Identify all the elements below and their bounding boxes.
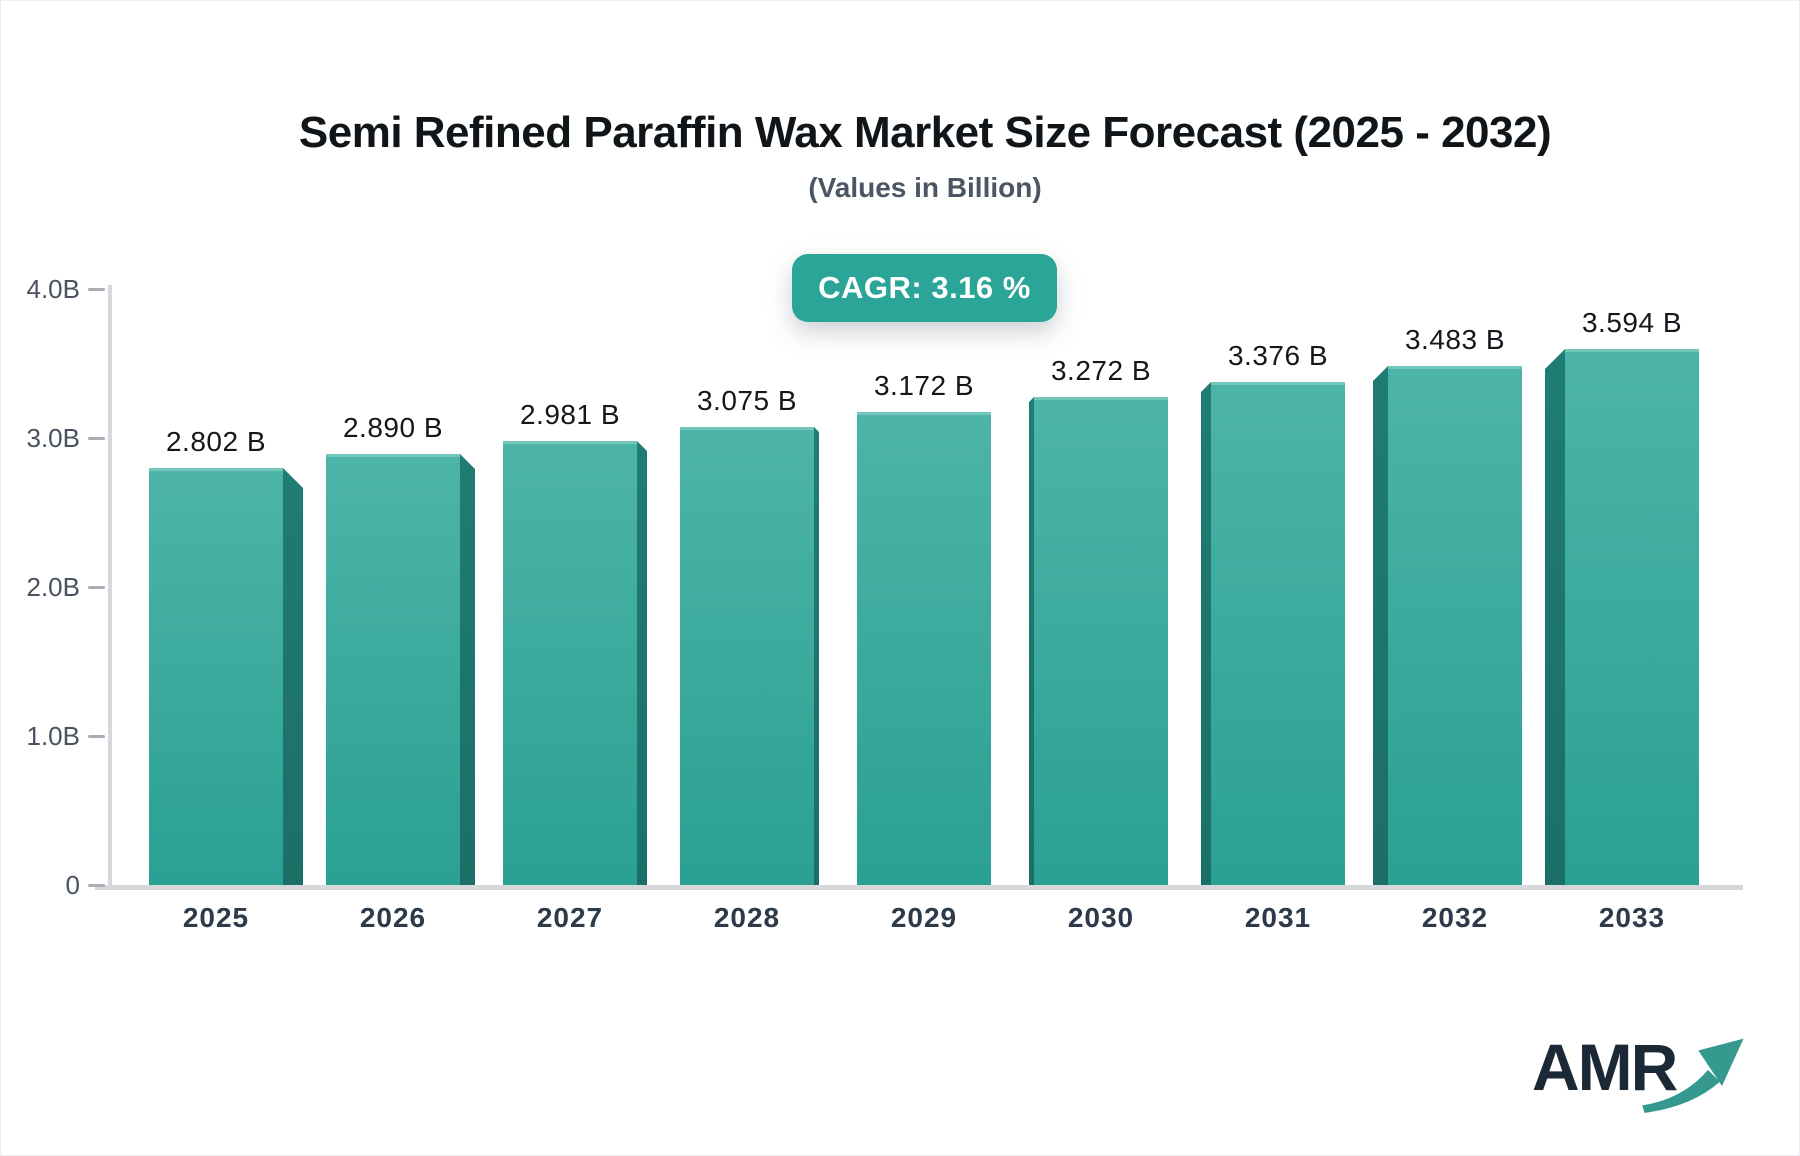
bar-2032 [1388,366,1522,885]
bar-2029 [857,412,991,885]
y-tick-mark [88,288,105,291]
amr-logo-text: AMR [1532,1030,1678,1104]
page-title: Semi Refined Paraffin Wax Market Size Fo… [298,108,1552,157]
bar-2027 [503,441,637,885]
bar-value-label: 3.272 B [1050,355,1152,386]
growth-arrow-icon [1642,1038,1744,1113]
bar-value-label: 3.483 B [1404,324,1506,355]
x-tick-label-2025: 2025 [182,902,250,933]
x-tick-label-2026: 2026 [359,902,427,933]
y-tick-label: 4.0B [26,274,81,304]
y-tick-label: 1.0B [26,721,81,751]
bar-2025 [149,468,283,885]
bar-value-label: 2.890 B [342,412,444,443]
bar-2030 [1034,397,1168,885]
bar-value-label: 2.981 B [519,399,621,430]
y-tick-label: 3.0B [26,423,81,453]
x-axis-baseline [95,885,1743,890]
y-tick-mark [88,437,105,440]
bar-2031 [1211,382,1345,885]
bar-2028 [680,427,814,885]
cagr-badge: CAGR: 3.16 % [792,254,1057,322]
x-tick-label-2033: 2033 [1598,902,1666,933]
x-tick-label-2029: 2029 [890,902,958,933]
x-tick-label-2027: 2027 [536,902,604,933]
bar-side-face [637,441,647,885]
bar-side-face [283,468,303,885]
y-tick-label: 2.0B [26,572,81,602]
x-tick-label-2031: 2031 [1244,902,1312,933]
bar-value-label: 3.172 B [873,370,975,401]
bar-2026 [326,454,460,885]
y-tick-mark [88,884,105,887]
bar-value-label: 3.376 B [1227,340,1329,371]
x-tick-label-2032: 2032 [1421,902,1489,933]
amr-logo: AMR [1528,1028,1758,1118]
bar-value-label: 3.075 B [696,385,798,416]
bar-value-label: 3.594 B [1581,307,1683,338]
bar-side-face [1029,397,1034,885]
y-tick-label: 0 [65,870,80,900]
bar-side-face [460,454,475,885]
bar-side-face [1373,366,1388,885]
y-tick-mark [88,735,105,738]
bar-2033 [1565,349,1699,885]
y-tick-mark [88,586,105,589]
x-tick-label-2030: 2030 [1067,902,1135,933]
cagr-badge-label: CAGR: 3.16 % [818,270,1031,305]
bar-side-face [814,427,819,885]
y-axis-line [108,285,112,885]
bar-side-face [1201,382,1211,885]
bar-side-face [1545,349,1565,885]
x-tick-label-2028: 2028 [713,902,781,933]
page-subtitle: (Values in Billion) [808,172,1042,203]
bar-value-label: 2.802 B [165,426,267,457]
